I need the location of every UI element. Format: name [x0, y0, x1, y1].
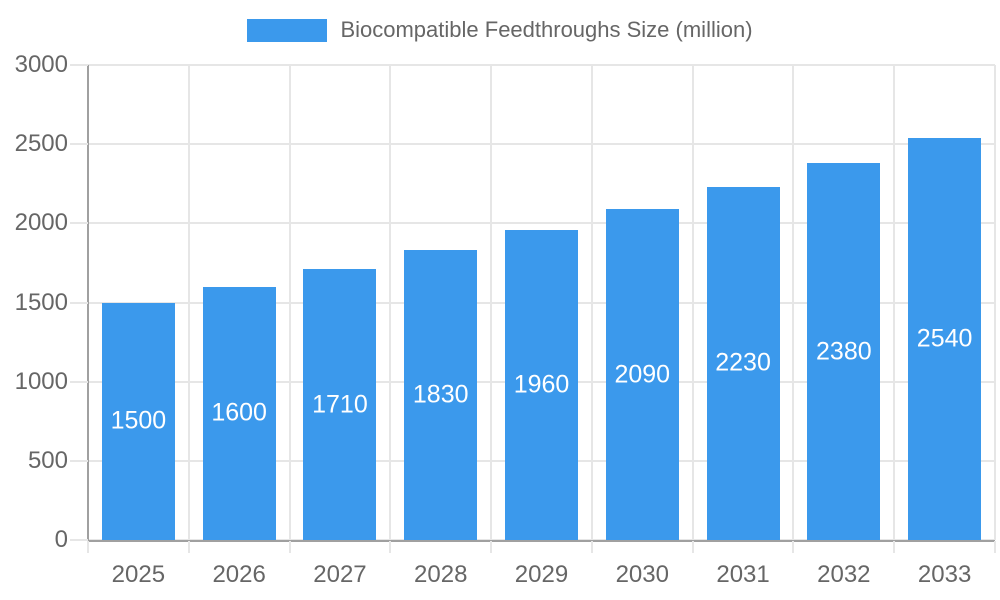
bar-2030[interactable] — [605, 209, 679, 540]
bar-2033[interactable] — [908, 137, 982, 540]
bar-value-label: 2230 — [715, 348, 771, 377]
gridline-vertical — [288, 65, 291, 540]
bar-2028[interactable] — [404, 250, 478, 540]
y-axis-tick-label: 500 — [27, 446, 68, 474]
x-axis-tick — [691, 541, 694, 553]
x-axis-tick — [389, 541, 392, 553]
gridline-vertical — [187, 65, 190, 540]
y-axis-tick — [70, 459, 88, 462]
y-axis-tick — [70, 539, 88, 541]
y-axis-tick — [70, 143, 88, 146]
x-axis-tick — [994, 541, 996, 553]
x-axis-tick — [792, 541, 795, 553]
x-axis-tick-label: 2031 — [716, 561, 770, 588]
y-axis-tick-label: 2500 — [14, 130, 68, 158]
y-axis-tick — [70, 222, 88, 225]
x-axis-tick-label: 2028 — [414, 561, 468, 588]
bar-value-label: 2380 — [816, 337, 872, 366]
x-axis-tick-label: 2030 — [615, 561, 669, 588]
y-axis-line — [87, 65, 89, 542]
bar-2025[interactable] — [101, 302, 175, 540]
y-axis-tick — [70, 380, 88, 383]
gridline-vertical — [691, 65, 694, 540]
gridline-vertical — [994, 65, 996, 540]
gridline-horizontal — [88, 222, 995, 225]
x-axis-tick — [490, 541, 493, 553]
gridline-vertical — [389, 65, 392, 540]
gridline-vertical — [893, 65, 896, 540]
legend-swatch-icon — [247, 18, 328, 42]
x-axis-tick-label: 2027 — [313, 561, 367, 588]
x-axis-tick-label: 2026 — [212, 561, 266, 588]
bar-2032[interactable] — [807, 163, 881, 540]
y-axis-tick-label: 0 — [54, 526, 68, 553]
x-axis-tick — [288, 541, 291, 553]
x-axis-tick-label: 2032 — [817, 561, 871, 588]
legend[interactable]: Biocompatible Feedthroughs Size (million… — [0, 7, 1000, 53]
x-axis-tick-label: 2033 — [917, 561, 972, 588]
bar-2027[interactable] — [303, 269, 377, 540]
y-axis-tick-label: 1000 — [14, 367, 68, 395]
x-axis-tick — [893, 541, 896, 553]
y-axis-tick — [70, 301, 88, 304]
bar-value-label: 1710 — [312, 390, 368, 419]
bar-value-label: 1830 — [412, 380, 469, 409]
x-axis-tick — [590, 541, 593, 553]
x-axis-line — [87, 540, 995, 542]
bar-value-label: 1960 — [513, 370, 570, 399]
plot-area: 1500 1600 1710 1830 1960 2090 2230 2380 2540 — [87, 64, 996, 541]
gridline-vertical — [590, 65, 593, 540]
bar-2031[interactable] — [706, 186, 780, 540]
x-axis-tick-label: 2029 — [514, 561, 569, 588]
bar-value-label: 1500 — [110, 406, 167, 435]
bar-2026[interactable] — [202, 286, 276, 540]
x-axis-tick — [187, 541, 190, 553]
gridline-horizontal — [88, 143, 995, 146]
x-axis-tick — [87, 541, 89, 553]
gridline-vertical — [792, 65, 795, 540]
y-axis-tick-label: 1500 — [14, 288, 68, 316]
y-axis-tick — [70, 64, 88, 66]
bar-value-label: 1600 — [211, 398, 267, 427]
bar-2029[interactable] — [505, 229, 578, 540]
bar-value-label: 2090 — [614, 360, 671, 389]
y-axis-tick-label: 2000 — [14, 209, 68, 237]
x-axis-tick-label: 2025 — [111, 561, 166, 588]
gridline-horizontal — [88, 64, 995, 66]
legend-label: Biocompatible Feedthroughs Size (million… — [340, 17, 753, 42]
gridline-vertical — [490, 65, 493, 540]
y-axis-tick-label: 3000 — [14, 51, 68, 78]
bar-value-label: 2540 — [916, 324, 973, 353]
